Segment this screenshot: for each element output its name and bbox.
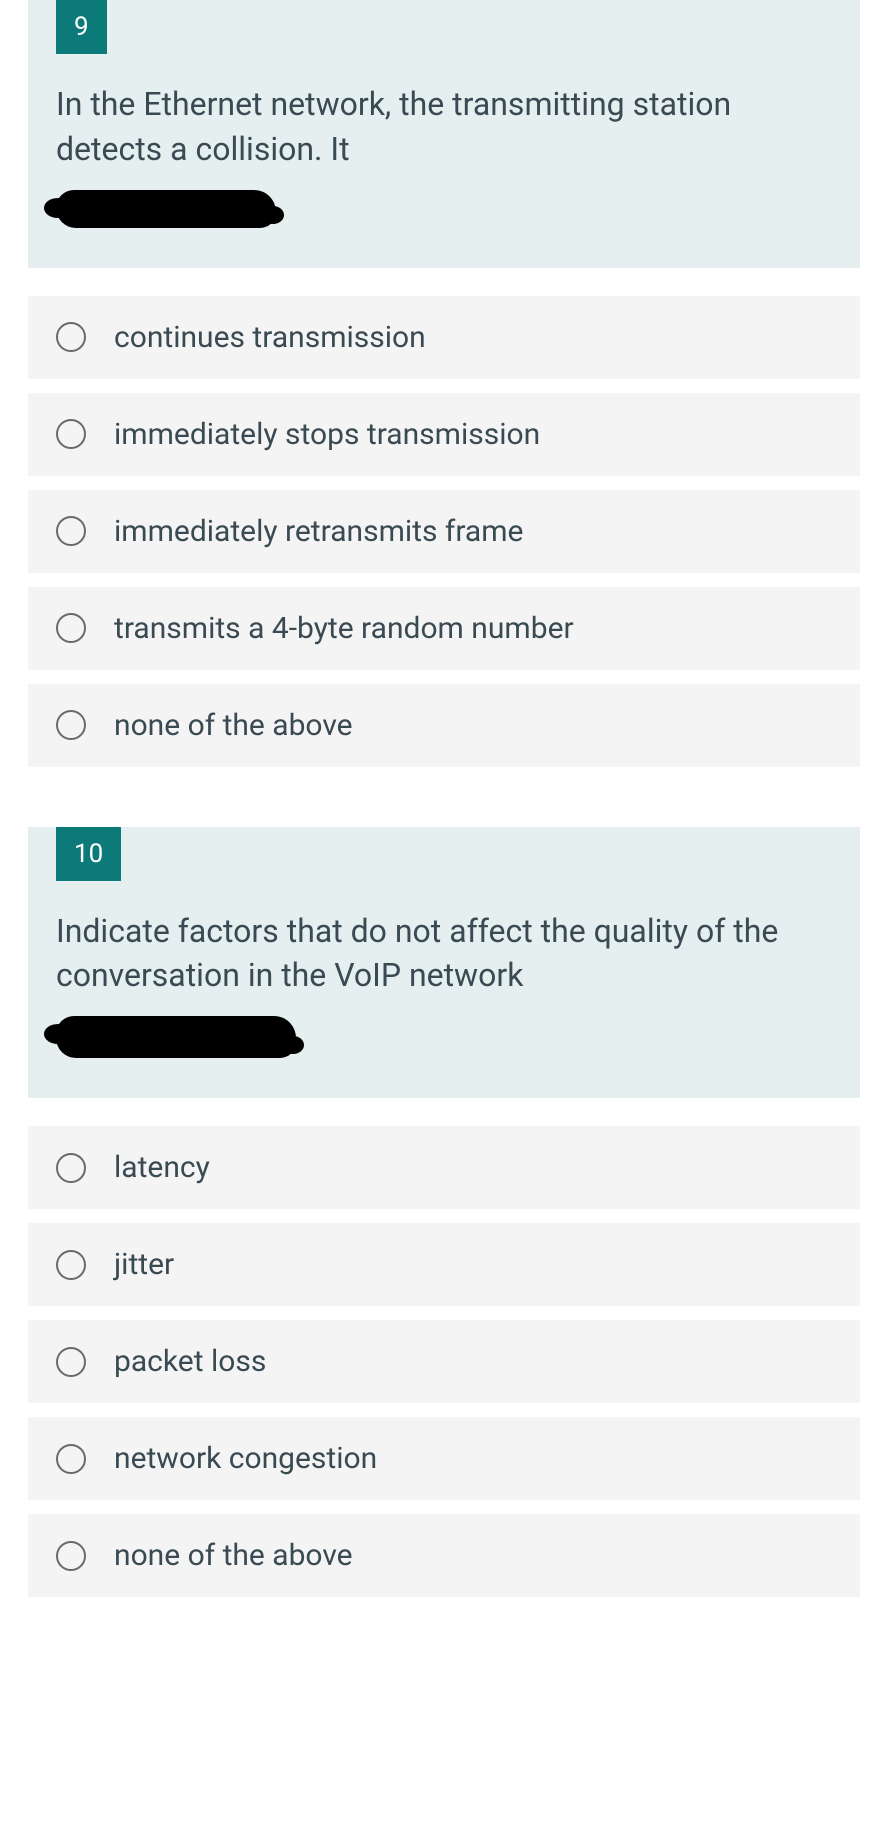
radio-icon[interactable] <box>56 613 86 643</box>
radio-icon[interactable] <box>56 419 86 449</box>
radio-icon[interactable] <box>56 710 86 740</box>
radio-icon[interactable] <box>56 1153 86 1183</box>
option-label: immediately retransmits frame <box>114 514 523 549</box>
radio-icon[interactable] <box>56 1250 86 1280</box>
question-number-badge: 10 <box>56 827 121 881</box>
question-text: In the Ethernet network, the transmittin… <box>56 82 832 172</box>
option-row[interactable]: none of the above <box>28 1514 860 1597</box>
option-label: none of the above <box>114 708 353 743</box>
radio-icon[interactable] <box>56 322 86 352</box>
option-row[interactable]: transmits a 4-byte random number <box>28 587 860 670</box>
option-row[interactable]: none of the above <box>28 684 860 767</box>
option-label: continues transmission <box>114 320 426 355</box>
option-label: latency <box>114 1150 210 1185</box>
radio-icon[interactable] <box>56 1541 86 1571</box>
option-label: transmits a 4-byte random number <box>114 611 574 646</box>
radio-icon[interactable] <box>56 1444 86 1474</box>
option-row[interactable]: immediately stops transmission <box>28 393 860 476</box>
radio-icon[interactable] <box>56 1347 86 1377</box>
option-row[interactable]: continues transmission <box>28 296 860 379</box>
question-header: 9 In the Ethernet network, the transmitt… <box>28 0 860 268</box>
options-list: continues transmission immediately stops… <box>28 296 860 767</box>
redaction-mark <box>56 190 276 228</box>
question-number-badge: 9 <box>56 0 107 54</box>
option-row[interactable]: packet loss <box>28 1320 860 1403</box>
option-label: packet loss <box>114 1344 266 1379</box>
question-10: 10 Indicate factors that do not affect t… <box>28 827 860 1598</box>
redaction-mark <box>56 1016 296 1058</box>
question-header: 10 Indicate factors that do not affect t… <box>28 827 860 1099</box>
option-label: none of the above <box>114 1538 353 1573</box>
option-label: immediately stops transmission <box>114 417 540 452</box>
options-list: latency jitter packet loss network conge… <box>28 1126 860 1597</box>
option-row[interactable]: network congestion <box>28 1417 860 1500</box>
option-row[interactable]: latency <box>28 1126 860 1209</box>
option-label: network congestion <box>114 1441 377 1476</box>
option-label: jitter <box>114 1247 174 1282</box>
radio-icon[interactable] <box>56 516 86 546</box>
option-row[interactable]: jitter <box>28 1223 860 1306</box>
question-text: Indicate factors that do not affect the … <box>56 909 832 999</box>
question-9: 9 In the Ethernet network, the transmitt… <box>28 0 860 767</box>
option-row[interactable]: immediately retransmits frame <box>28 490 860 573</box>
